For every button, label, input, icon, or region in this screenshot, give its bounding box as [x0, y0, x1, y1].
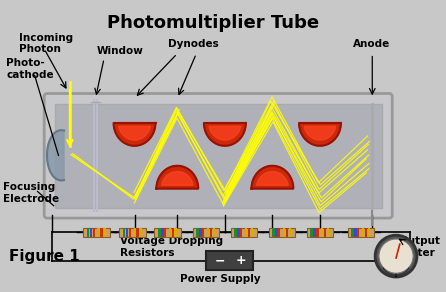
- Bar: [103, 228, 106, 237]
- Bar: [289, 228, 291, 237]
- Bar: [307, 228, 333, 237]
- Polygon shape: [252, 166, 293, 189]
- Bar: [139, 228, 142, 237]
- Bar: [351, 228, 354, 237]
- Bar: [196, 228, 199, 237]
- Text: −: −: [215, 254, 225, 267]
- Bar: [231, 228, 257, 237]
- Polygon shape: [299, 123, 341, 146]
- Bar: [278, 228, 281, 237]
- Bar: [100, 228, 103, 237]
- Bar: [326, 228, 329, 237]
- Polygon shape: [114, 123, 156, 146]
- Polygon shape: [161, 171, 193, 185]
- Text: Focusing
Electrode: Focusing Electrode: [3, 182, 59, 204]
- Bar: [251, 228, 253, 237]
- Bar: [245, 228, 247, 237]
- Bar: [313, 228, 316, 237]
- Bar: [362, 228, 364, 237]
- Bar: [87, 228, 89, 237]
- Bar: [199, 228, 202, 237]
- Polygon shape: [204, 123, 246, 146]
- Bar: [273, 228, 275, 237]
- Bar: [207, 228, 209, 237]
- Bar: [210, 228, 212, 237]
- Bar: [93, 228, 95, 237]
- Text: Incoming
Photon: Incoming Photon: [18, 33, 73, 54]
- Bar: [324, 228, 326, 237]
- Text: Power Supply: Power Supply: [180, 274, 260, 284]
- Text: Anode: Anode: [353, 39, 391, 49]
- Text: Dynodes: Dynodes: [168, 39, 219, 49]
- Circle shape: [379, 239, 413, 273]
- Bar: [123, 228, 125, 237]
- Polygon shape: [119, 126, 150, 140]
- Bar: [169, 228, 171, 237]
- Bar: [174, 228, 177, 237]
- Bar: [90, 228, 92, 237]
- Polygon shape: [256, 171, 288, 185]
- Bar: [120, 228, 146, 237]
- Polygon shape: [47, 130, 64, 180]
- Bar: [129, 228, 131, 237]
- Polygon shape: [304, 126, 336, 140]
- Bar: [321, 228, 323, 237]
- Bar: [193, 228, 219, 237]
- Bar: [354, 228, 356, 237]
- Text: Figure 1: Figure 1: [9, 248, 80, 263]
- Bar: [55, 104, 382, 208]
- Bar: [310, 228, 313, 237]
- Bar: [248, 228, 250, 237]
- Text: Output
Meter: Output Meter: [400, 236, 441, 258]
- Bar: [206, 251, 253, 270]
- Polygon shape: [209, 126, 241, 140]
- Text: Voltage Dropping
Resistors: Voltage Dropping Resistors: [120, 236, 223, 258]
- Text: +: +: [236, 254, 246, 267]
- Bar: [286, 228, 288, 237]
- Bar: [283, 228, 285, 237]
- Bar: [83, 228, 110, 237]
- Bar: [172, 228, 174, 237]
- Bar: [357, 228, 359, 237]
- FancyBboxPatch shape: [44, 93, 392, 218]
- Text: Window: Window: [96, 46, 143, 56]
- Bar: [164, 228, 166, 237]
- Bar: [97, 228, 100, 237]
- Bar: [240, 228, 243, 237]
- Bar: [158, 228, 161, 237]
- Bar: [161, 228, 164, 237]
- Circle shape: [375, 235, 417, 277]
- Bar: [212, 228, 215, 237]
- Text: Photomultiplier Tube: Photomultiplier Tube: [107, 14, 319, 32]
- Bar: [133, 228, 136, 237]
- Bar: [126, 228, 128, 237]
- Bar: [275, 228, 278, 237]
- Bar: [235, 228, 237, 237]
- Polygon shape: [157, 166, 198, 189]
- Bar: [154, 228, 181, 237]
- Bar: [237, 228, 240, 237]
- Bar: [368, 228, 370, 237]
- Bar: [347, 228, 374, 237]
- Bar: [202, 228, 204, 237]
- Bar: [316, 228, 318, 237]
- Bar: [365, 228, 367, 237]
- Bar: [268, 228, 295, 237]
- Text: Photo-
cathode: Photo- cathode: [6, 58, 54, 80]
- Bar: [136, 228, 139, 237]
